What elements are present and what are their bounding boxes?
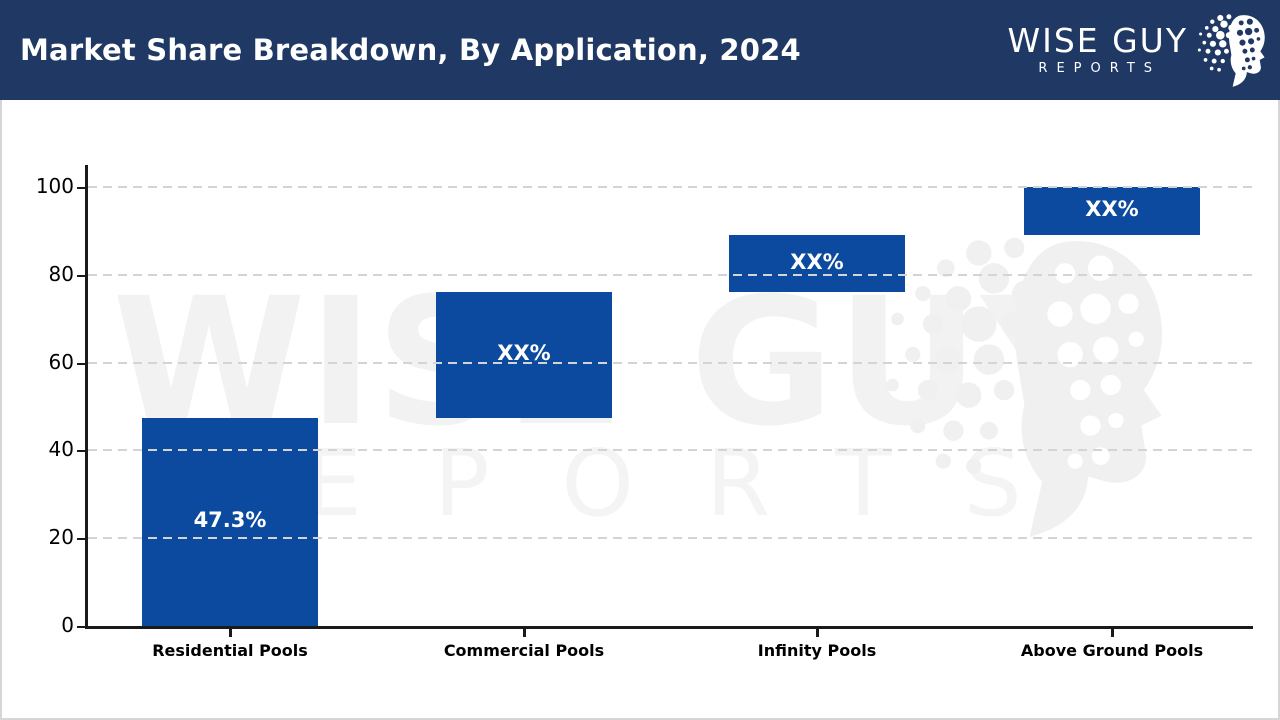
y-tick-label: 100 bbox=[35, 174, 74, 198]
wise-guy-reports-logo: WISE GUY REPORTS bbox=[1007, 6, 1280, 94]
x-axis-line bbox=[85, 626, 1253, 629]
y-tick-mark bbox=[77, 450, 85, 453]
bar-residential-pools bbox=[142, 418, 318, 626]
gridline-20 bbox=[88, 537, 1253, 540]
y-tick-mark bbox=[77, 538, 85, 541]
x-tick-mark bbox=[815, 629, 819, 637]
x-tick-mark bbox=[1110, 629, 1114, 637]
y-tick-mark bbox=[77, 187, 85, 189]
page-border-left bbox=[0, 100, 2, 720]
header-bar: Market Share Breakdown, By Application, … bbox=[0, 0, 1280, 100]
gridline-80 bbox=[88, 273, 1253, 276]
y-tick-mark bbox=[77, 274, 85, 277]
bar-commercial-pools bbox=[436, 292, 612, 419]
page-border-bottom bbox=[0, 718, 1280, 720]
bar-value-label: XX% bbox=[497, 341, 551, 366]
logo-text: WISE GUY REPORTS bbox=[1007, 24, 1188, 76]
bar-value-label: XX% bbox=[790, 249, 844, 274]
y-axis-line bbox=[85, 165, 88, 629]
y-tick-label: 40 bbox=[48, 437, 74, 462]
gridline-100 bbox=[88, 186, 1253, 188]
x-tick-mark bbox=[522, 629, 526, 637]
x-category-label: Infinity Pools bbox=[757, 641, 877, 660]
page-title: Market Share Breakdown, By Application, … bbox=[20, 33, 801, 67]
page-border-right bbox=[1278, 100, 1280, 720]
x-category-label: Residential Pools bbox=[152, 641, 308, 660]
y-tick-label: 80 bbox=[48, 261, 74, 286]
y-tick-mark bbox=[77, 362, 85, 365]
y-tick-mark bbox=[77, 626, 85, 628]
gridline-40 bbox=[88, 449, 1253, 452]
y-tick-label: 20 bbox=[48, 525, 74, 550]
logo-subtitle: REPORTS bbox=[1038, 61, 1162, 76]
logo-head-icon bbox=[1197, 14, 1265, 87]
gridline-60 bbox=[88, 361, 1253, 364]
bar-value-label: XX% bbox=[1085, 197, 1139, 222]
x-category-label: Above Ground Pools bbox=[1020, 641, 1204, 660]
x-category-label: Commercial Pools bbox=[443, 641, 605, 660]
bar-above-ground-pools bbox=[1024, 187, 1200, 236]
x-tick-mark bbox=[228, 629, 232, 637]
bar-value-label: 47.3% bbox=[193, 508, 267, 533]
y-tick-label: 0 bbox=[61, 613, 74, 637]
y-tick-label: 60 bbox=[48, 349, 74, 374]
bar-infinity-pools bbox=[729, 235, 905, 293]
logo-wordmark: WISE GUY bbox=[1007, 21, 1188, 60]
